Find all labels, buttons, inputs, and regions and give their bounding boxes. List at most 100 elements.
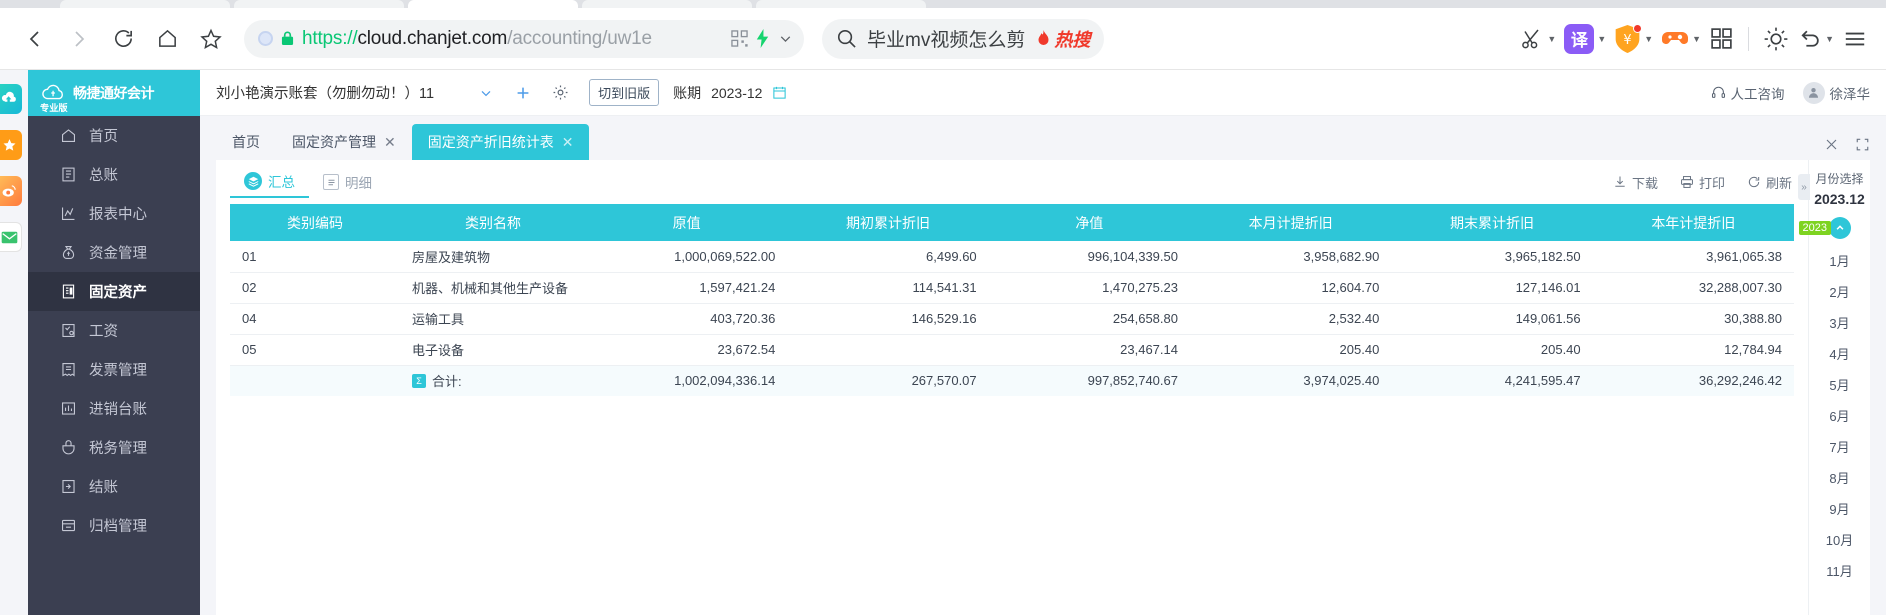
weibo-icon[interactable] <box>0 176 22 206</box>
table-row[interactable]: 05 电子设备 23,672.54 23,467.14 205.40 205.4… <box>230 334 1794 366</box>
download-button[interactable]: 下载 <box>1613 173 1658 192</box>
add-ledger-icon[interactable] <box>514 84 532 102</box>
hot-search-badge[interactable]: 热搜 <box>1035 26 1090 52</box>
page-tab-home[interactable]: 首页 <box>216 124 276 160</box>
sidebar-item-payroll[interactable]: 工资 <box>28 311 200 350</box>
month-item[interactable]: 8月 <box>1829 471 1850 486</box>
chevron-down-icon[interactable]: ▼ <box>1644 33 1654 44</box>
shield-yuan-button[interactable]: ¥ ▼ <box>1610 18 1657 60</box>
page-tab-depreciation-report[interactable]: 固定资产折旧统计表 ✕ <box>411 124 590 160</box>
refresh-label: 刷新 <box>1765 175 1792 191</box>
browser-tab[interactable] <box>582 0 752 8</box>
tax-icon <box>60 439 77 456</box>
qr-code-icon[interactable] <box>731 30 748 47</box>
user-menu[interactable]: 徐泽华 <box>1802 81 1870 104</box>
favorite-star-icon[interactable] <box>0 130 22 160</box>
chevron-down-icon[interactable]: ▼ <box>1597 33 1607 44</box>
search-input[interactable]: 毕业mv视频怎么剪 <box>867 30 1026 51</box>
address-bar[interactable]: https://cloud.chanjet.com/accounting/uw1… <box>244 19 804 58</box>
search-icon[interactable] <box>836 28 857 49</box>
calendar-icon[interactable] <box>772 85 787 100</box>
url-text[interactable]: https://cloud.chanjet.com/accounting/uw1… <box>302 28 725 50</box>
cell-net-value: 254,658.80 <box>988 303 1190 335</box>
sidebar-item-reports[interactable]: 报表中心 <box>28 194 200 233</box>
support-link[interactable]: 人工咨询 <box>1711 83 1785 103</box>
close-all-tabs-icon[interactable] <box>1824 137 1839 152</box>
close-icon[interactable]: ✕ <box>384 133 396 150</box>
browser-search-box[interactable]: 毕业mv视频怎么剪 热搜 <box>822 18 1105 59</box>
report-card: 汇总 明细 下载 <box>216 160 1808 615</box>
lock-icon[interactable] <box>281 31 294 46</box>
month-item[interactable]: 10月 <box>1825 533 1854 548</box>
undo-button[interactable]: ▼ <box>1793 18 1838 60</box>
scroll-up-button[interactable]: 2023 <box>1798 217 1851 239</box>
settings-gear-icon[interactable] <box>552 84 569 101</box>
scissors-icon[interactable]: ▼ <box>1516 18 1560 60</box>
sidebar-menu: 首页 总账 报表中心 资金管理 固定资产 工资 <box>28 116 200 615</box>
bookmark-star-icon[interactable] <box>190 18 232 60</box>
browser-tab[interactable] <box>756 0 926 8</box>
month-selector-panel: » 月份选择 2023.12 2023 1月 2月 3月 4月 5月 6月 7月… <box>1798 160 1870 615</box>
month-item[interactable]: 4月 <box>1829 347 1850 362</box>
chevron-down-icon[interactable] <box>777 30 794 47</box>
sidebar-item-tax[interactable]: 税务管理 <box>28 428 200 467</box>
col-opening-accum-depr: 期初累计折旧 <box>787 204 989 241</box>
col-closing-accum-depr: 期末累计折旧 <box>1391 204 1593 241</box>
switch-old-version-button[interactable]: 切到旧版 <box>589 79 660 106</box>
sidebar-item-ledger[interactable]: 总账 <box>28 155 200 194</box>
cell-category-name: 房屋及建筑物 <box>400 241 586 273</box>
table-row[interactable]: 04 运输工具 403,720.36 146,529.16 254,658.80… <box>230 303 1794 335</box>
month-item[interactable]: 1月 <box>1829 254 1850 269</box>
refresh-button[interactable]: 刷新 <box>1747 173 1792 192</box>
sidebar-item-archive[interactable]: 归档管理 <box>28 506 200 545</box>
sidebar-item-fixed-assets[interactable]: 固定资产 <box>28 272 200 311</box>
month-item[interactable]: 9月 <box>1829 502 1850 517</box>
table-row[interactable]: 02 机器、机械和其他生产设备 1,597,421.24 114,541.31 … <box>230 272 1794 304</box>
fullscreen-icon[interactable] <box>1855 137 1870 152</box>
month-item[interactable]: 6月 <box>1829 409 1850 424</box>
browser-toolbar: https://cloud.chanjet.com/accounting/uw1… <box>0 8 1886 70</box>
app-header: 刘小艳演示账套（勿删勿动！）11 切到旧版 账期 2023-12 <box>200 70 1886 116</box>
segment-label: 明细 <box>345 176 372 191</box>
month-item[interactable]: 2月 <box>1829 285 1850 300</box>
home-icon[interactable] <box>146 18 188 60</box>
page-tab-fixed-asset-mgmt[interactable]: 固定资产管理 ✕ <box>276 124 412 160</box>
chevron-down-icon[interactable]: ▼ <box>1547 33 1557 44</box>
apps-grid-icon[interactable] <box>1705 18 1738 60</box>
sidebar-item-funds[interactable]: 资金管理 <box>28 233 200 272</box>
ledger-dropdown-icon[interactable] <box>478 85 494 101</box>
cloud-share-icon[interactable] <box>0 84 22 114</box>
sidebar-item-close-books[interactable]: 结账 <box>28 467 200 506</box>
sidebar-item-invoice[interactable]: 发票管理 <box>28 350 200 389</box>
gamepad-button[interactable]: ▼ <box>1657 18 1705 60</box>
translate-button[interactable]: 译 ▼ <box>1560 18 1610 60</box>
cell-month-depr: 12,604.70 <box>1189 272 1392 304</box>
invoice-icon <box>60 361 77 378</box>
segment-summary[interactable]: 汇总 <box>230 166 309 198</box>
month-item[interactable]: 7月 <box>1829 440 1850 455</box>
month-item[interactable]: 11月 <box>1826 564 1853 579</box>
mail-icon[interactable] <box>0 222 22 252</box>
browser-tab-active[interactable] <box>408 0 578 8</box>
browser-menu-icon[interactable] <box>1838 18 1872 60</box>
flame-icon <box>1038 29 1049 45</box>
table-total-row: Σ 合计: 1,002,094,336.14 267,570.07 997,85… <box>230 365 1794 396</box>
chevron-down-icon[interactable]: ▼ <box>1825 33 1834 44</box>
sidebar-item-stock-ledger[interactable]: 进销台账 <box>28 389 200 428</box>
browser-tab[interactable] <box>234 0 404 8</box>
panel-collapse-handle[interactable]: » <box>1798 174 1810 200</box>
browser-tab[interactable] <box>60 0 230 8</box>
segment-detail[interactable]: 明细 <box>309 166 386 198</box>
close-icon[interactable]: ✕ <box>561 133 574 150</box>
brightness-icon[interactable] <box>1759 18 1793 60</box>
lightning-icon[interactable] <box>754 29 771 48</box>
sidebar-item-home[interactable]: 首页 <box>28 116 200 155</box>
chevron-down-icon[interactable]: ▼ <box>1692 33 1702 44</box>
back-arrow-icon[interactable] <box>14 18 56 60</box>
reload-icon[interactable] <box>102 18 144 60</box>
month-item[interactable]: 3月 <box>1829 316 1850 331</box>
print-button[interactable]: 打印 <box>1680 173 1725 192</box>
forward-arrow-icon[interactable] <box>58 18 100 60</box>
month-item[interactable]: 5月 <box>1829 378 1850 393</box>
table-row[interactable]: 01 房屋及建筑物 1,000,069,522.00 6,499.60 996,… <box>230 241 1794 273</box>
